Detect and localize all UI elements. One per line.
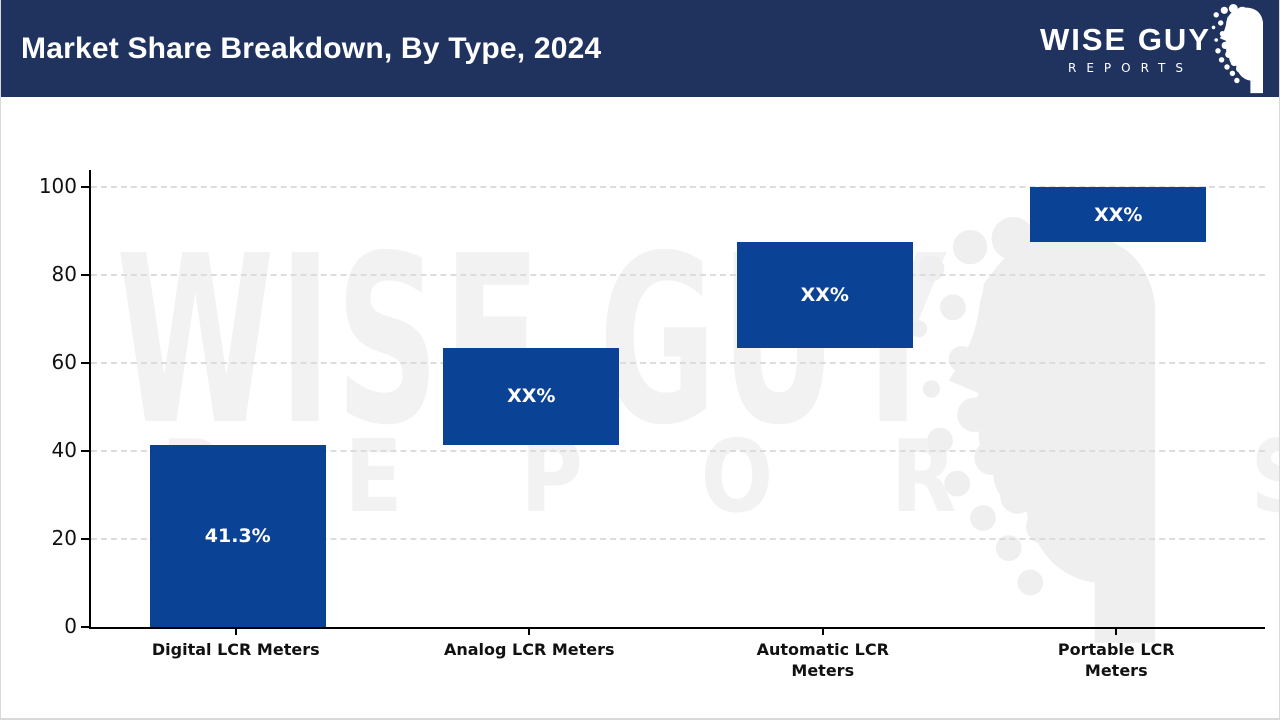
- y-tick-label-40: 40: [51, 438, 77, 462]
- header-banner: Market Share Breakdown, By Type, 2024 WI…: [1, 0, 1279, 97]
- wiseguy-head-icon: [1211, 3, 1263, 93]
- gridline-60: [91, 362, 1265, 364]
- bar-value-label: XX%: [800, 284, 849, 307]
- y-tick-label-80: 80: [51, 262, 77, 286]
- y-tick-mark-80: [81, 274, 89, 276]
- gridline-20: [91, 538, 1265, 540]
- x-category-label-3: Automatic LCR Meters: [756, 640, 889, 680]
- x-category-label-4: Portable LCR Meters: [1057, 640, 1175, 680]
- bar-4[interactable]: XX%: [1030, 187, 1207, 242]
- chart-title: Market Share Breakdown, By Type, 2024: [21, 31, 602, 65]
- brand-logo-text: WISE GUY REPORTS: [1040, 22, 1211, 75]
- y-tick-label-20: 20: [51, 526, 77, 550]
- y-tick-mark-0: [81, 626, 89, 628]
- y-tick-mark-40: [81, 450, 89, 452]
- gridline-100: [91, 186, 1265, 188]
- x-category-label-1: Digital LCR Meters: [151, 640, 320, 659]
- x-tick-mark-1: [234, 627, 237, 635]
- brand-name: WISE GUY: [1039, 22, 1211, 57]
- y-tick-mark-100: [81, 186, 89, 188]
- brand-subname: REPORTS: [1067, 61, 1193, 75]
- bar-2[interactable]: XX%: [443, 348, 620, 445]
- plot-area: 41.3% XX% XX% XX%: [89, 170, 1265, 629]
- gridline-80: [91, 274, 1265, 276]
- gridline-40: [91, 450, 1265, 452]
- y-tick-label-100: 100: [38, 174, 77, 198]
- bar-value-label: XX%: [1094, 203, 1143, 226]
- y-tick-mark-20: [81, 538, 89, 540]
- x-tick-mark-2: [528, 627, 531, 635]
- bar-1[interactable]: 41.3%: [149, 445, 326, 627]
- x-tick-mark-4: [1115, 627, 1118, 635]
- x-tick-mark-3: [821, 627, 824, 635]
- y-tick-label-0: 0: [64, 614, 77, 638]
- bar-value-label: XX%: [507, 385, 556, 408]
- watermark-head-icon: [909, 217, 1155, 643]
- x-category-label-2: Analog LCR Meters: [443, 640, 615, 659]
- bar-value-label: 41.3%: [204, 525, 271, 548]
- y-tick-label-60: 60: [51, 350, 77, 374]
- bar-3[interactable]: XX%: [736, 242, 913, 349]
- y-tick-mark-60: [81, 362, 89, 364]
- brand-logo: WISE GUY REPORTS: [1040, 0, 1275, 97]
